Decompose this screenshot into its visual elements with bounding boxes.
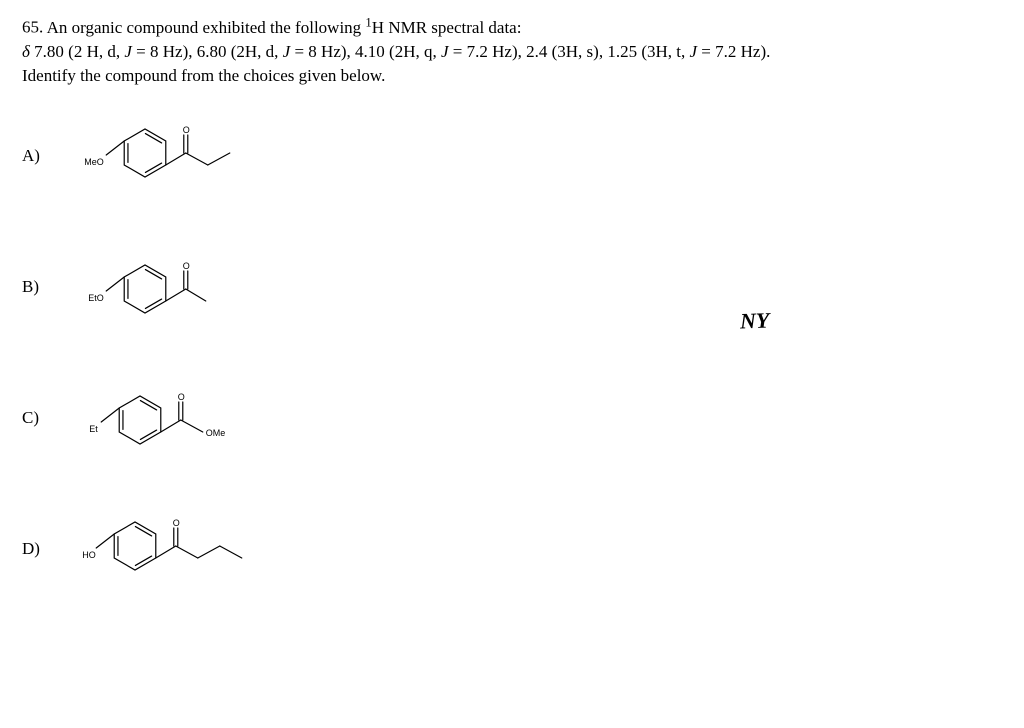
svg-text:O: O — [173, 518, 180, 528]
nmr-data: δ 7.80 (2 H, d, J = 8 Hz), 6.80 (2H, d, … — [22, 41, 1002, 64]
page: 65. An organic compound exhibited the fo… — [0, 0, 1024, 631]
question-stem: 65. An organic compound exhibited the fo… — [22, 14, 1002, 40]
svg-text:OMe: OMe — [206, 428, 226, 438]
answer-option: C) Et O OMe — [22, 355, 1002, 480]
chemical-structure: EtO O — [50, 224, 280, 349]
question-number: 65. — [22, 18, 43, 37]
answer-option: A) MeO O — [22, 93, 1002, 218]
svg-text:O: O — [183, 261, 190, 271]
svg-text:MeO: MeO — [84, 157, 104, 167]
answer-label: D) — [22, 539, 50, 559]
answer-list: A) MeOO B) EtOO C) EtOOMe D) HOO — [22, 93, 1002, 611]
svg-text:O: O — [178, 392, 185, 402]
answer-label: A) — [22, 146, 50, 166]
svg-text:HO: HO — [82, 550, 96, 560]
svg-text:EtO: EtO — [88, 293, 104, 303]
question-text: An organic compound exhibited the follow… — [47, 18, 522, 37]
answer-label: B) — [22, 277, 50, 297]
answer-label: C) — [22, 408, 50, 428]
chemical-structure: Et O OMe — [50, 355, 280, 480]
svg-text:O: O — [183, 125, 190, 135]
svg-text:Et: Et — [89, 424, 98, 434]
answer-option: B) EtO O — [22, 224, 1002, 349]
answer-option: D) HO O — [22, 486, 1002, 611]
question-prompt: Identify the compound from the choices g… — [22, 65, 1002, 88]
chemical-structure: HO O — [50, 486, 280, 611]
handwritten-note: NY — [740, 307, 770, 334]
chemical-structure: MeO O — [50, 93, 280, 218]
